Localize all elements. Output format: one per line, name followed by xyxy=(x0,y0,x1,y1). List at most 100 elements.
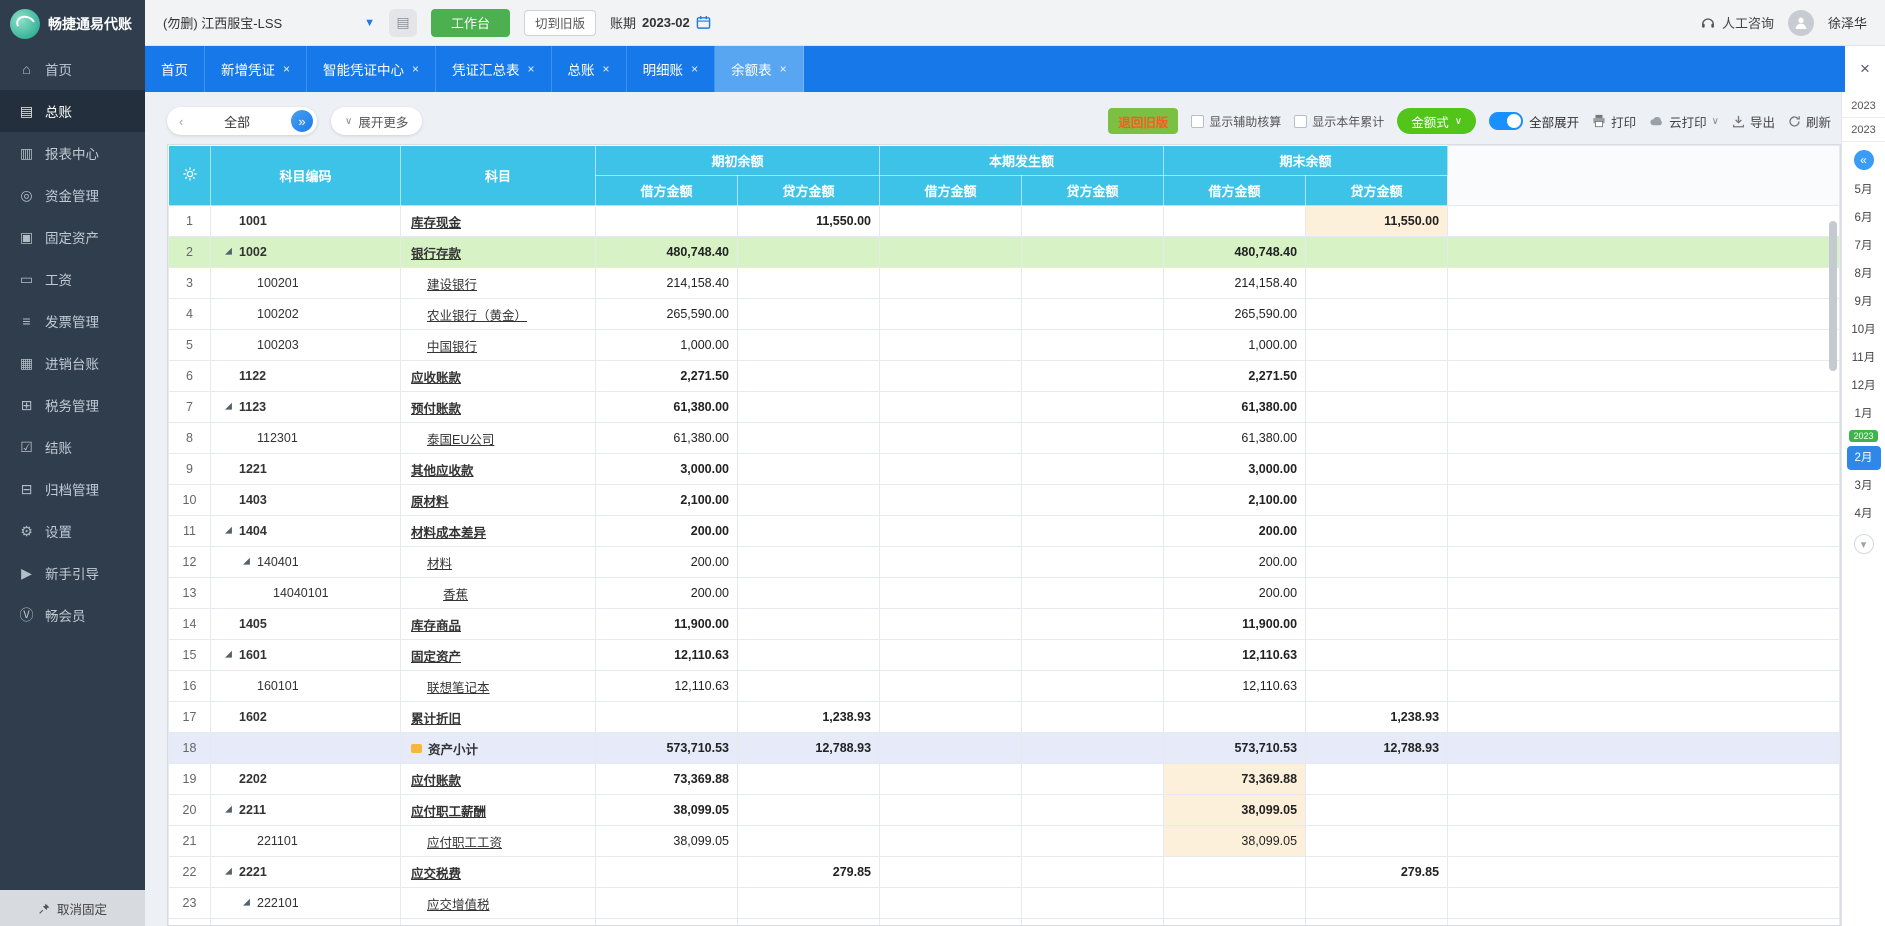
sidebar-item-8[interactable]: ▦ 进销台账 xyxy=(0,342,145,384)
sidebar-item-6[interactable]: ▭ 工资 xyxy=(0,258,145,300)
header-credit-amount[interactable]: 贷方金额 xyxy=(1021,175,1165,206)
subject-link[interactable]: 应收账款 xyxy=(411,370,462,385)
sidebar-item-10[interactable]: ☑ 结账 xyxy=(0,426,145,468)
sidebar-item-12[interactable]: ⚙ 设置 xyxy=(0,510,145,552)
table-row[interactable]: 9 1221 其他应收款 3,000.00 3,000.00 xyxy=(168,453,1840,485)
close-icon[interactable]: × xyxy=(779,62,787,76)
sidebar-item-11[interactable]: ⊟ 归档管理 xyxy=(0,468,145,510)
table-row[interactable]: 22 ◢ 2221 应交税费 279.85 279.85 xyxy=(168,856,1840,888)
table-row[interactable]: 2 ◢ 1002 银行存款 480,748.40 480,748.40 xyxy=(168,236,1840,268)
sidebar-item-13[interactable]: ▶ 新手引导 xyxy=(0,552,145,594)
expand-triangle-icon[interactable]: ◢ xyxy=(225,400,232,411)
prev-arrow-icon[interactable]: ‹ xyxy=(179,113,184,129)
table-row[interactable]: 8 112301 泰国EU公司 61,380.00 61,380.00 xyxy=(168,422,1840,454)
table-row[interactable]: 17 1602 累计折旧 1,238.93 1,238.93 xyxy=(168,701,1840,733)
user-name[interactable]: 徐泽华 xyxy=(1827,16,1867,31)
tab-余额表[interactable]: 余额表 × xyxy=(715,46,804,92)
close-icon[interactable]: × xyxy=(412,62,420,76)
table-row[interactable]: 10 1403 原材料 2,100.00 2,100.00 xyxy=(168,484,1840,516)
close-all-tabs-button[interactable]: × xyxy=(1845,46,1885,92)
expand-triangle-icon[interactable]: ◢ xyxy=(225,245,232,256)
table-row[interactable]: 11 ◢ 1404 材料成本差异 200.00 200.00 xyxy=(168,515,1840,547)
sidebar-item-3[interactable]: ▥ 报表中心 xyxy=(0,132,145,174)
tab-新增凭证[interactable]: 新增凭证 × xyxy=(205,46,308,92)
refresh-button[interactable]: 刷新 xyxy=(1788,112,1831,131)
tab-智能凭证中心[interactable]: 智能凭证中心 × xyxy=(307,46,437,92)
month-item-3月[interactable]: 3月 xyxy=(1854,480,1873,492)
month-item-2月[interactable]: 2月 xyxy=(1846,446,1881,470)
table-row[interactable]: 20 ◢ 2211 应付职工薪酬 38,099.05 38,099.05 xyxy=(168,794,1840,826)
subject-link[interactable]: 材料成本差异 xyxy=(411,525,487,540)
scrollbar-thumb[interactable] xyxy=(1829,221,1837,371)
subject-link[interactable]: 香蕉 xyxy=(443,587,469,602)
back-to-old-version-button[interactable]: 退回旧版 xyxy=(1108,108,1179,134)
next-arrow-icon[interactable]: » xyxy=(291,110,313,132)
subject-link[interactable]: 农业银行（黄金） xyxy=(427,308,528,323)
sidebar-item-2[interactable]: ▤ 总账 xyxy=(0,90,145,132)
expand-triangle-icon[interactable]: ◢ xyxy=(225,803,232,814)
tab-明细账[interactable]: 明细账 × xyxy=(627,46,716,92)
table-row[interactable]: 14 1405 库存商品 11,900.00 11,900.00 xyxy=(168,608,1840,640)
header-debit-amount[interactable]: 借方金额 xyxy=(1163,175,1307,206)
expand-triangle-icon[interactable]: ◢ xyxy=(225,648,232,659)
quick-doc-button[interactable]: ▤ xyxy=(389,8,417,37)
header-debit-amount[interactable]: 借方金额 xyxy=(595,175,738,206)
tab-首页[interactable]: 首页 xyxy=(145,46,205,92)
column-settings-button[interactable] xyxy=(168,145,211,206)
expand-triangle-icon[interactable]: ◢ xyxy=(225,865,232,876)
subject-link[interactable]: 应付职工工资 xyxy=(427,835,503,850)
checkbox-icon[interactable] xyxy=(1294,114,1308,128)
scroll-down-months-button[interactable]: ▾ xyxy=(1853,534,1874,554)
print-button[interactable]: 打印 xyxy=(1592,112,1636,131)
table-row[interactable]: 7 ◢ 1123 预付账款 61,380.00 61,380.00 xyxy=(168,391,1840,423)
table-row[interactable]: 5 100203 中国银行 1,000.00 1,000.00 xyxy=(168,329,1840,361)
month-item-10月[interactable]: 10月 xyxy=(1851,324,1876,336)
table-row[interactable]: 12 ◢ 140401 材料 200.00 200.00 xyxy=(168,546,1840,578)
subject-link[interactable]: 应付职工薪酬 xyxy=(411,804,487,819)
show-aux-checkbox[interactable]: 显示辅助核算 xyxy=(1191,113,1281,130)
subject-link[interactable]: 中国银行 xyxy=(427,339,478,354)
table-row[interactable]: 16 160101 联想笔记本 12,110.63 12,110.63 xyxy=(168,670,1840,702)
sidebar-item-4[interactable]: ◎ 资金管理 xyxy=(0,174,145,216)
table-row[interactable]: 6 1122 应收账款 2,271.50 2,271.50 xyxy=(168,360,1840,392)
table-row[interactable]: 13 14040101 香蕉 200.00 200.00 xyxy=(168,577,1840,609)
close-icon[interactable]: × xyxy=(283,62,291,76)
period-shortcut-tab[interactable]: 2023 xyxy=(1842,118,1885,142)
month-item-12月[interactable]: 12月 xyxy=(1851,380,1876,392)
accounting-period[interactable]: 账期 2023-02 xyxy=(610,13,711,32)
header-credit-amount[interactable]: 贷方金额 xyxy=(736,175,881,206)
close-icon[interactable]: × xyxy=(602,62,610,76)
tab-总账[interactable]: 总账 × xyxy=(552,46,627,92)
month-item-6月[interactable]: 6月 xyxy=(1854,212,1873,224)
subject-link[interactable]: 泰国EU公司 xyxy=(427,432,495,447)
collapse-panel-button[interactable]: « xyxy=(1853,150,1874,170)
subject-link[interactable]: 建设银行 xyxy=(427,277,478,292)
expand-triangle-icon[interactable]: ◢ xyxy=(225,524,232,535)
table-row[interactable]: 4 100202 农业银行（黄金） 265,590.00 265,590.00 xyxy=(168,298,1840,330)
subject-link[interactable]: 材料 xyxy=(427,556,453,571)
month-item-11月[interactable]: 11月 xyxy=(1851,352,1876,364)
header-credit-amount[interactable]: 贷方金额 xyxy=(1305,175,1449,206)
sidebar-item-7[interactable]: ≡ 发票管理 xyxy=(0,300,145,342)
subject-link[interactable]: 联想笔记本 xyxy=(427,680,490,695)
sidebar-item-9[interactable]: ⊞ 税务管理 xyxy=(0,384,145,426)
month-item-4月[interactable]: 4月 xyxy=(1854,508,1873,520)
company-select[interactable]: (勿删) 江西服宝-LSS ▼ xyxy=(163,13,375,32)
table-row[interactable]: 1 1001 库存现金 11,550.00 11,550.00 xyxy=(168,205,1840,237)
subject-link[interactable]: 应付账款 xyxy=(411,773,462,788)
unpin-sidebar-button[interactable]: 取消固定 xyxy=(0,890,145,926)
subject-link[interactable]: 其他应收款 xyxy=(411,463,474,478)
subject-link[interactable]: 应交增值税 xyxy=(427,897,490,912)
subject-filter-pill[interactable]: ‹ 全部 » xyxy=(167,107,317,135)
table-row[interactable]: 21 221101 应付职工工资 38,099.05 38,099.05 xyxy=(168,825,1840,857)
sidebar-item-5[interactable]: ▣ 固定资产 xyxy=(0,216,145,258)
expand-triangle-icon[interactable]: ◢ xyxy=(243,555,250,566)
table-row[interactable]: 2422210101 xyxy=(168,918,1840,925)
period-shortcut-tab[interactable]: 2023 xyxy=(1842,94,1885,118)
export-button[interactable]: 导出 xyxy=(1732,112,1775,131)
subject-link[interactable]: 库存现金 xyxy=(411,215,462,230)
amount-style-dropdown[interactable]: 金额式 ∨ xyxy=(1397,108,1477,134)
header-debit-amount[interactable]: 借方金额 xyxy=(879,175,1023,206)
subject-link[interactable]: 原材料 xyxy=(411,494,449,509)
subject-link[interactable]: 应交税费 xyxy=(411,866,462,881)
